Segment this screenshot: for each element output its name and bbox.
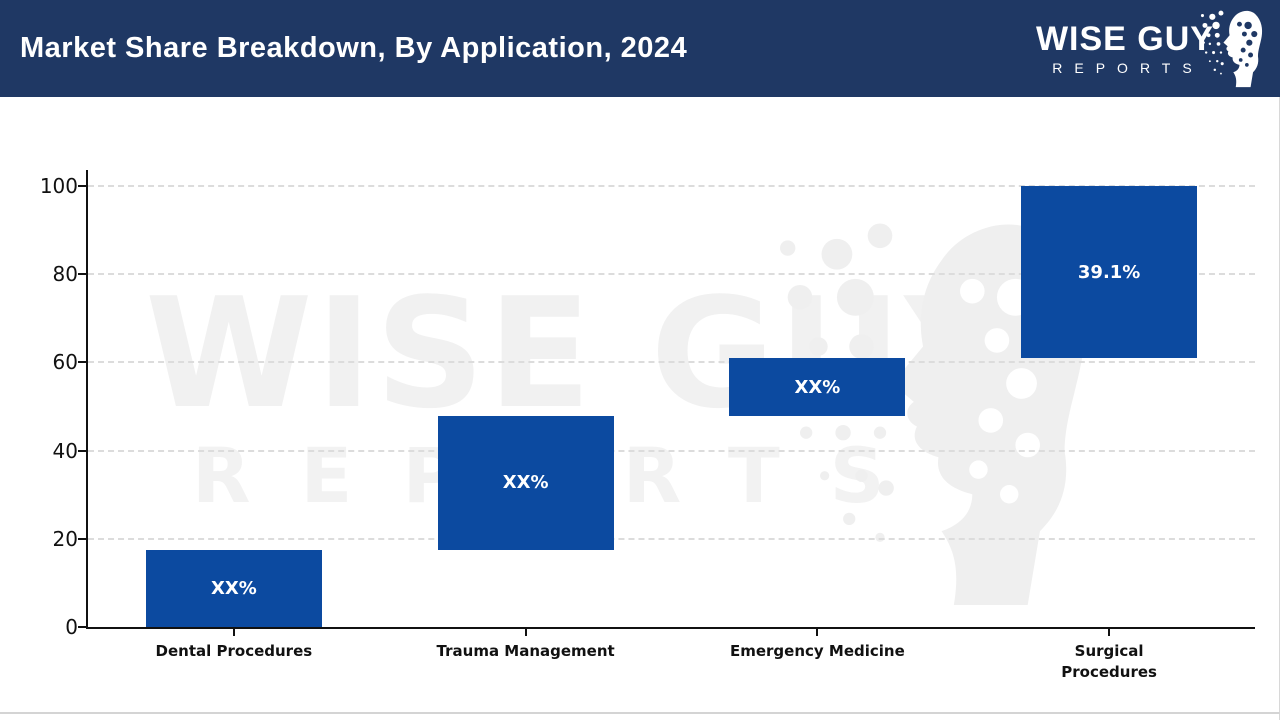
logo-wordmark: WISE GUY xyxy=(1035,19,1214,58)
gridline xyxy=(88,361,1255,364)
bar-value-label: 39.1% xyxy=(1077,261,1141,283)
y-tick-label: 20 xyxy=(52,526,78,551)
x-tick-label: Surgical Procedures xyxy=(1061,642,1157,681)
y-axis-tick xyxy=(78,361,86,364)
bar-segment: 39.1% xyxy=(1021,186,1198,359)
header-bar: Market Share Breakdown, By Application, … xyxy=(0,0,1280,97)
x-axis-tick xyxy=(1108,629,1111,636)
logo-subtitle: REPORTS xyxy=(1052,59,1204,76)
bar-segment: XX% xyxy=(145,549,322,627)
y-axis-tick xyxy=(78,273,86,276)
x-tick-label: Dental Procedures xyxy=(155,642,313,660)
x-axis-tick xyxy=(232,629,235,636)
bar-value-label: XX% xyxy=(210,577,257,599)
y-tick-label: 60 xyxy=(52,350,78,375)
bar-segment: XX% xyxy=(437,415,614,550)
gridline xyxy=(88,449,1255,452)
y-tick-label: 40 xyxy=(52,438,78,463)
y-axis-tick xyxy=(78,537,86,540)
y-axis-tick xyxy=(78,626,86,628)
gridline xyxy=(88,185,1255,187)
gridline xyxy=(88,537,1255,540)
bar-value-label: XX% xyxy=(502,472,549,494)
y-axis-tick xyxy=(78,449,86,452)
y-tick-label: 80 xyxy=(52,262,78,287)
x-tick-label: Trauma Management xyxy=(436,642,615,660)
bottom-divider xyxy=(0,712,1280,714)
x-tick-label: Emergency Medicine xyxy=(729,642,905,660)
wiseguy-logo-text: WISE GUY REPORTS xyxy=(1036,22,1214,76)
bar-segment: XX% xyxy=(729,358,906,416)
wiseguy-logo: WISE GUY REPORTS xyxy=(1036,6,1280,92)
x-axis-tick xyxy=(816,629,819,636)
bar-value-label: XX% xyxy=(794,376,841,398)
y-tick-label: 100 xyxy=(39,174,78,198)
gridline xyxy=(88,273,1255,276)
market-share-chart: 0 20 40 60 80 100 XX% Dental Procedures XX% Traum… xyxy=(0,97,1280,720)
y-tick-label: 0 xyxy=(65,615,78,639)
x-axis-tick xyxy=(524,629,527,636)
y-axis-tick xyxy=(78,185,86,187)
x-axis xyxy=(86,627,1255,629)
y-axis xyxy=(86,170,88,629)
wiseguy-face-icon xyxy=(1200,6,1274,92)
page-title: Market Share Breakdown, By Application, … xyxy=(20,32,688,64)
